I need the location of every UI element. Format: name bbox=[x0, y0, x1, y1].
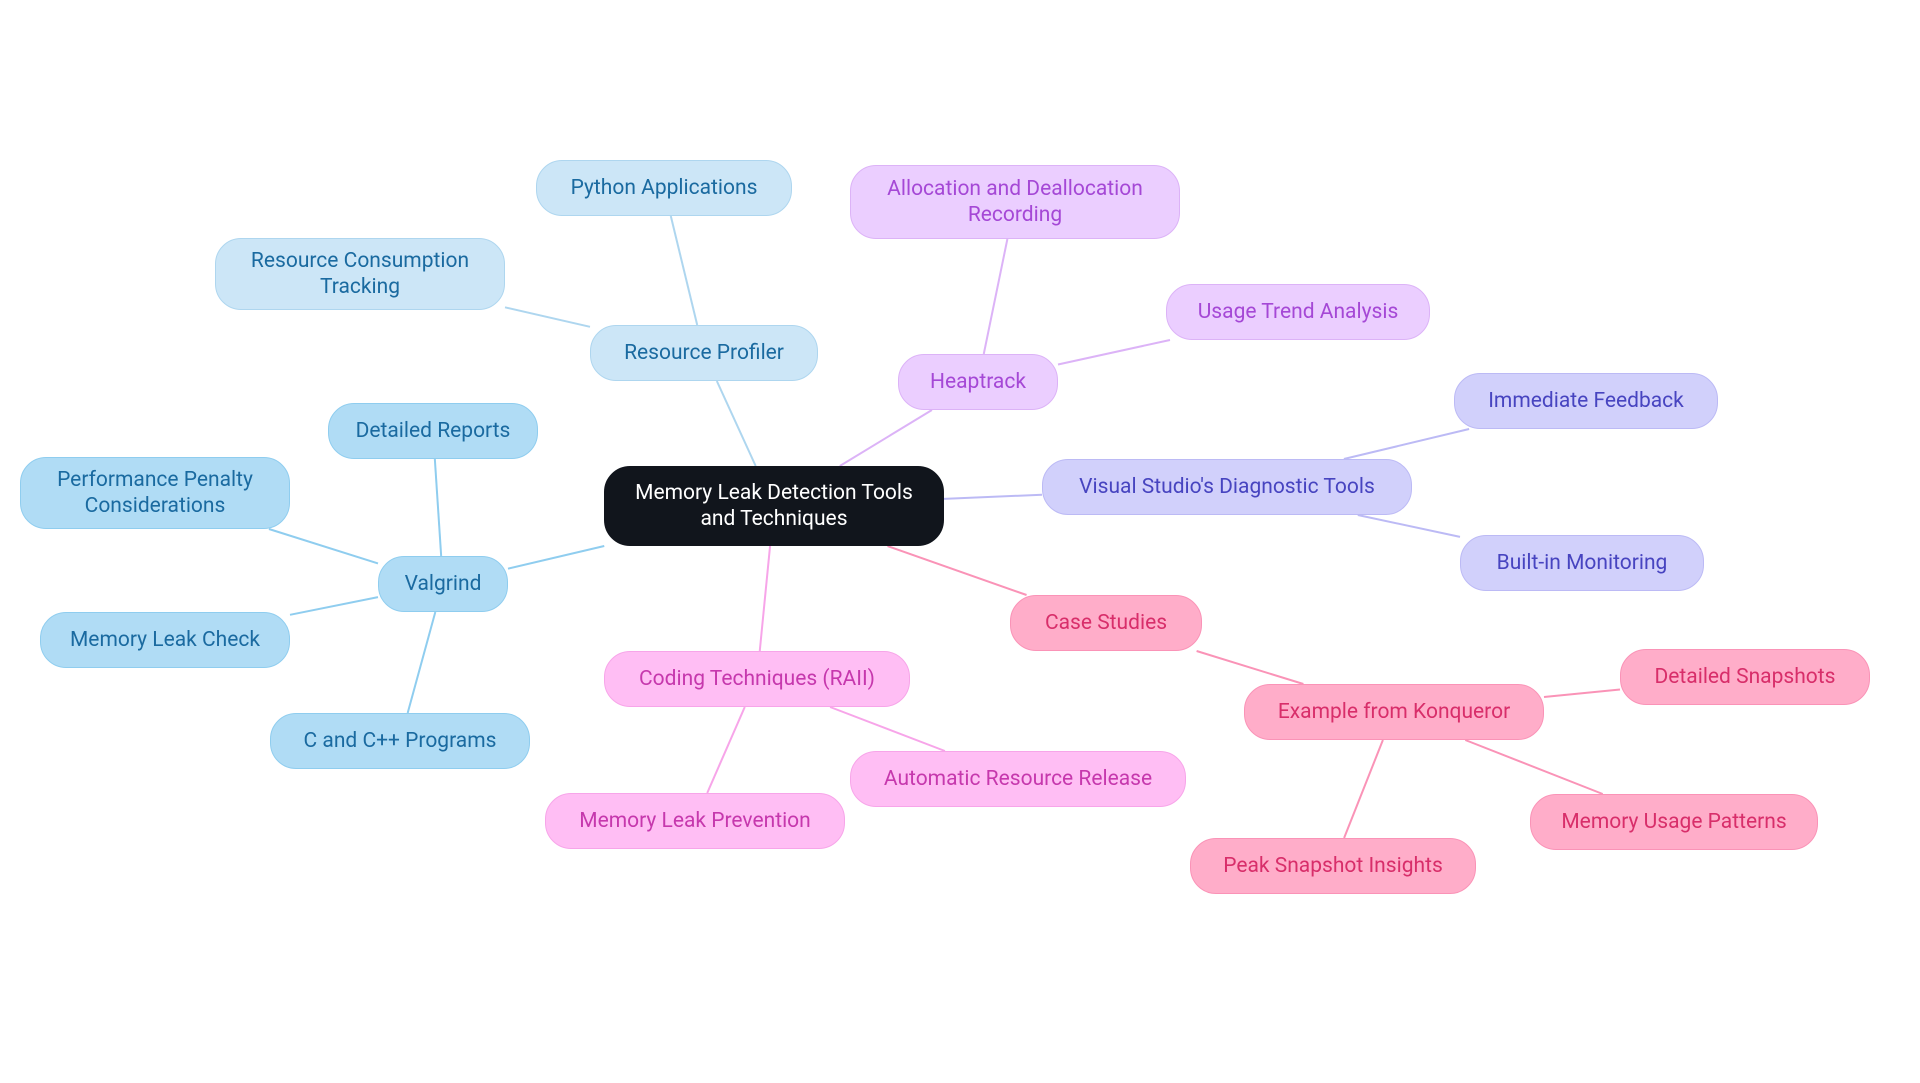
edge bbox=[1465, 740, 1602, 794]
node-label: Detailed Snapshots bbox=[1655, 664, 1836, 690]
edge bbox=[944, 495, 1042, 499]
node-raii-auto: Automatic Resource Release bbox=[850, 751, 1186, 807]
edge bbox=[671, 216, 697, 325]
node-label: Python Applications bbox=[571, 175, 758, 201]
node-label: Allocation and Deallocation Recording bbox=[887, 176, 1143, 229]
edge bbox=[1344, 429, 1469, 459]
node-cs-snap: Detailed Snapshots bbox=[1620, 649, 1870, 705]
node-label: Resource Consumption Tracking bbox=[251, 248, 469, 301]
edge bbox=[290, 597, 378, 615]
node-valgrind-reports: Detailed Reports bbox=[328, 403, 538, 459]
node-label: Immediate Feedback bbox=[1488, 388, 1684, 414]
node-label: Usage Trend Analysis bbox=[1198, 299, 1399, 325]
edge bbox=[435, 459, 441, 556]
node-label: Automatic Resource Release bbox=[884, 766, 1152, 792]
node-label: Memory Usage Patterns bbox=[1561, 809, 1786, 835]
node-label: Detailed Reports bbox=[356, 418, 511, 444]
node-label: Performance Penalty Considerations bbox=[57, 467, 253, 520]
node-vs-tools: Visual Studio's Diagnostic Tools bbox=[1042, 459, 1412, 515]
edge bbox=[1544, 689, 1620, 697]
edge bbox=[269, 529, 378, 563]
node-label: Coding Techniques (RAII) bbox=[639, 666, 875, 692]
node-label: Memory Leak Check bbox=[70, 627, 260, 653]
node-cs-konqueror: Example from Konqueror bbox=[1244, 684, 1544, 740]
node-center: Memory Leak Detection Tools and Techniqu… bbox=[604, 466, 944, 546]
node-label: Peak Snapshot Insights bbox=[1223, 853, 1443, 879]
edge bbox=[1058, 340, 1170, 365]
edge bbox=[760, 546, 770, 651]
node-label: Resource Profiler bbox=[624, 340, 784, 366]
node-raii-prevent: Memory Leak Prevention bbox=[545, 793, 845, 849]
node-label: C and C++ Programs bbox=[304, 728, 497, 754]
node-vs-monitor: Built-in Monitoring bbox=[1460, 535, 1704, 591]
mindmap-canvas: Memory Leak Detection Tools and Techniqu… bbox=[0, 0, 1920, 1083]
node-label: Visual Studio's Diagnostic Tools bbox=[1079, 474, 1375, 500]
edge bbox=[1344, 740, 1383, 838]
node-label: Example from Konqueror bbox=[1278, 699, 1510, 725]
node-rp-python: Python Applications bbox=[536, 160, 792, 216]
edge bbox=[408, 612, 436, 713]
edge bbox=[707, 707, 745, 793]
node-label: Memory Leak Prevention bbox=[579, 808, 811, 834]
edge bbox=[717, 381, 756, 466]
edge bbox=[984, 239, 1008, 354]
node-label: Built-in Monitoring bbox=[1497, 550, 1668, 576]
edge bbox=[830, 707, 945, 751]
node-valgrind-perf: Performance Penalty Considerations bbox=[20, 457, 290, 529]
node-valgrind-leak: Memory Leak Check bbox=[40, 612, 290, 668]
node-case-studies: Case Studies bbox=[1010, 595, 1202, 651]
edge bbox=[505, 307, 590, 327]
node-ht-alloc: Allocation and Deallocation Recording bbox=[850, 165, 1180, 239]
edge bbox=[508, 546, 604, 569]
edge bbox=[840, 410, 932, 466]
edge bbox=[1197, 651, 1304, 684]
node-ht-trend: Usage Trend Analysis bbox=[1166, 284, 1430, 340]
edge bbox=[888, 546, 1027, 595]
node-label: Heaptrack bbox=[930, 369, 1026, 395]
edge bbox=[1358, 515, 1460, 537]
node-valgrind-ccpp: C and C++ Programs bbox=[270, 713, 530, 769]
node-valgrind: Valgrind bbox=[378, 556, 508, 612]
node-resource-profiler: Resource Profiler bbox=[590, 325, 818, 381]
node-raii: Coding Techniques (RAII) bbox=[604, 651, 910, 707]
node-label: Memory Leak Detection Tools and Techniqu… bbox=[635, 480, 913, 533]
node-label: Valgrind bbox=[405, 571, 482, 597]
node-cs-peak: Peak Snapshot Insights bbox=[1190, 838, 1476, 894]
node-cs-patterns: Memory Usage Patterns bbox=[1530, 794, 1818, 850]
node-label: Case Studies bbox=[1045, 610, 1167, 636]
node-vs-feedback: Immediate Feedback bbox=[1454, 373, 1718, 429]
node-heaptrack: Heaptrack bbox=[898, 354, 1058, 410]
node-rp-tracking: Resource Consumption Tracking bbox=[215, 238, 505, 310]
